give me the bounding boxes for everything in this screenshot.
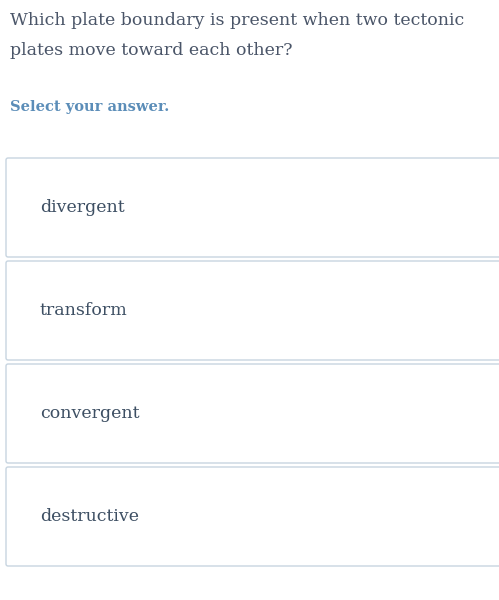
- FancyBboxPatch shape: [6, 261, 499, 360]
- Text: Select your answer.: Select your answer.: [10, 100, 169, 114]
- FancyBboxPatch shape: [6, 467, 499, 566]
- FancyBboxPatch shape: [6, 364, 499, 463]
- Text: plates move toward each other?: plates move toward each other?: [10, 42, 292, 59]
- Text: transform: transform: [40, 302, 128, 319]
- Text: divergent: divergent: [40, 199, 125, 216]
- Text: Which plate boundary is present when two tectonic: Which plate boundary is present when two…: [10, 12, 464, 29]
- Text: destructive: destructive: [40, 508, 139, 525]
- FancyBboxPatch shape: [6, 158, 499, 257]
- Text: convergent: convergent: [40, 405, 140, 422]
